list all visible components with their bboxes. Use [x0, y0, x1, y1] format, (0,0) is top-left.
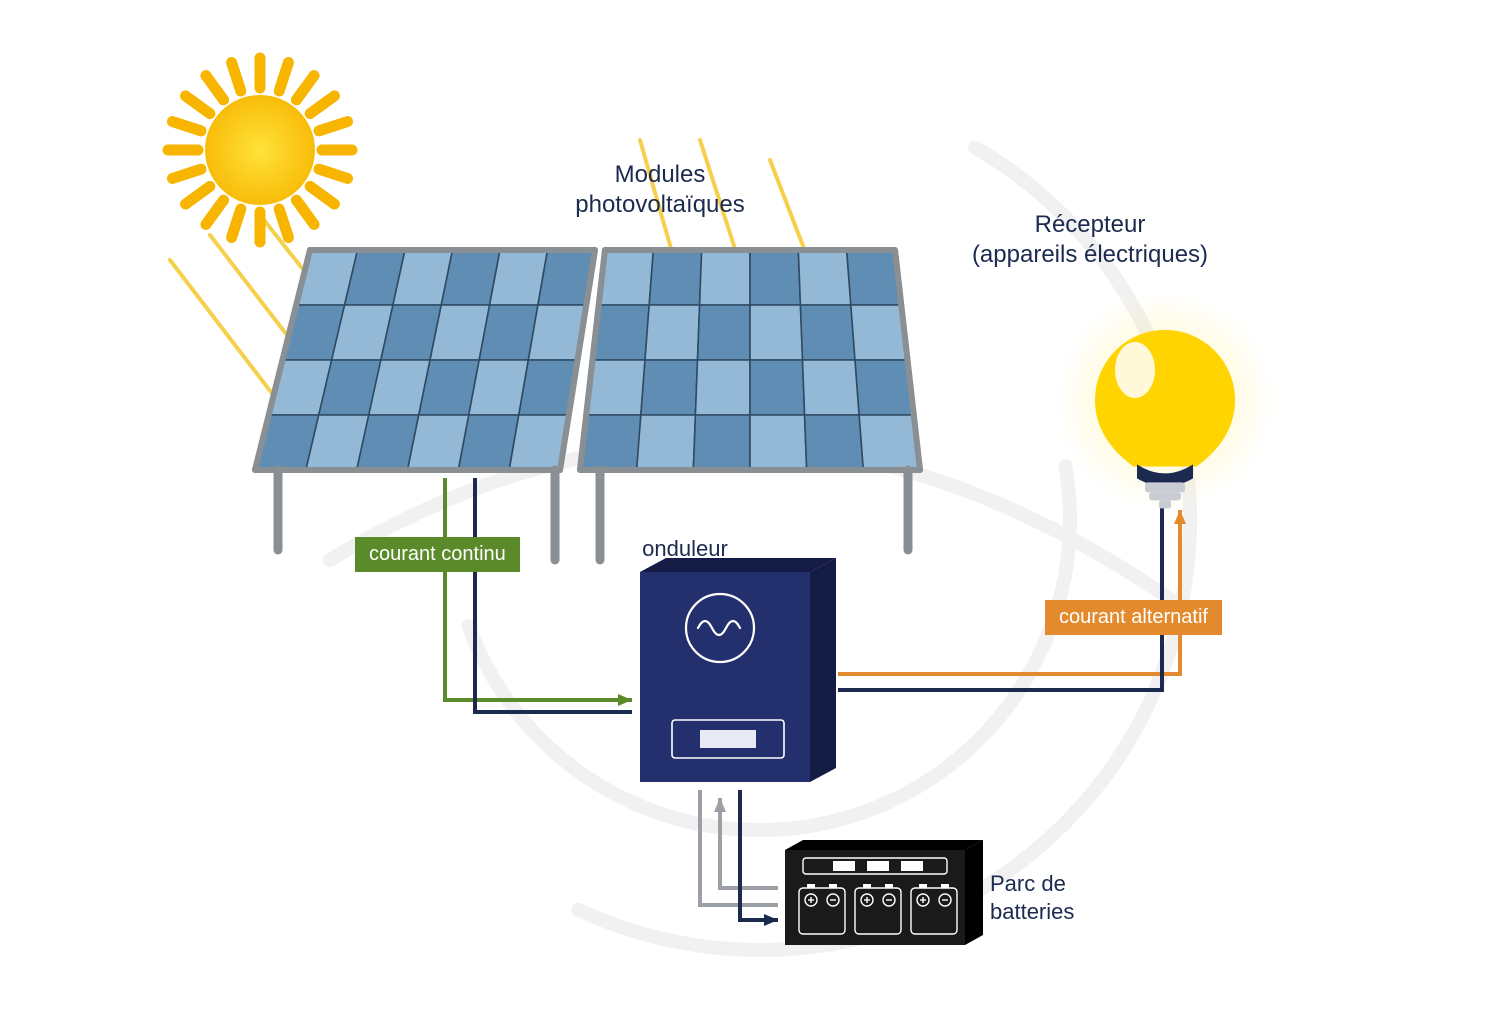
label-battery: Parc de batteries: [990, 870, 1150, 925]
label-receiver: Récepteur (appareils électriques): [940, 210, 1240, 270]
label-battery-line1: Parc de: [990, 871, 1066, 896]
label-modules: Modules photovoltaïques: [530, 160, 790, 220]
label-receiver-line2: (appareils électriques): [972, 241, 1208, 268]
components-layer: [0, 0, 1500, 1017]
label-inverter: onduleur: [605, 535, 765, 563]
label-battery-line2: batteries: [990, 899, 1074, 924]
tag-dc-current: courant continu: [355, 537, 520, 572]
diagram-stage: Modules photovoltaïques Récepteur (appar…: [0, 0, 1500, 1017]
tag-ac-text: courant alternatif: [1059, 606, 1208, 628]
label-receiver-line1: Récepteur: [1035, 211, 1146, 238]
label-modules-line1: Modules: [615, 161, 706, 188]
tag-ac-current: courant alternatif: [1045, 600, 1222, 635]
label-modules-line2: photovoltaïques: [575, 191, 744, 218]
tag-dc-text: courant continu: [369, 543, 506, 565]
label-inverter-text: onduleur: [642, 536, 728, 561]
